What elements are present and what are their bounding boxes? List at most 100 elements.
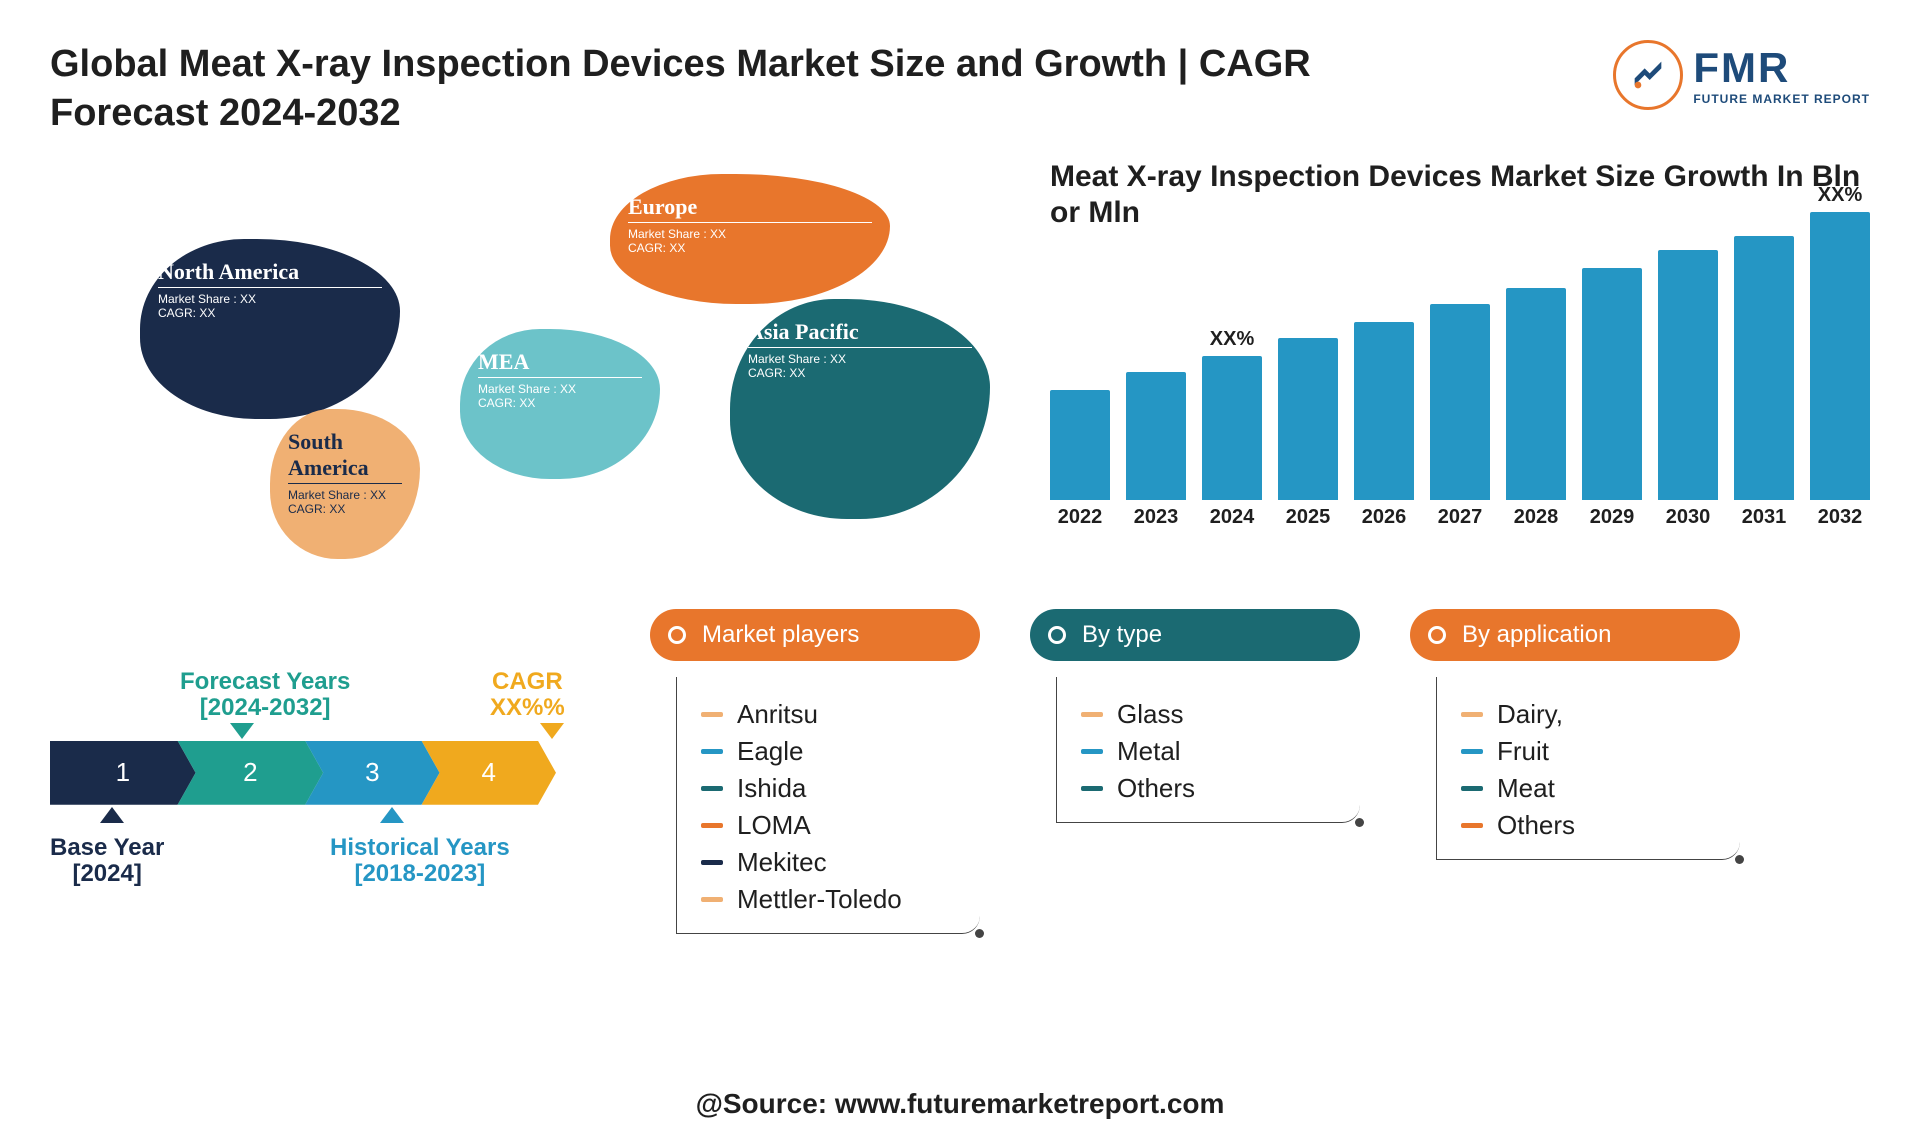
timeline-seg-1: 1 xyxy=(50,741,196,805)
region-cagr: CAGR: XX xyxy=(628,241,872,255)
category-item-label: Ishida xyxy=(737,773,806,804)
category-item: Others xyxy=(1081,773,1350,804)
category-item: Fruit xyxy=(1461,736,1730,767)
category-item-label: Dairy, xyxy=(1497,699,1563,730)
region-share: Market Share : XX xyxy=(478,382,642,396)
bar-rect xyxy=(1506,288,1566,500)
bar-rect xyxy=(1810,212,1870,500)
bar-year-label: 2027 xyxy=(1438,506,1483,529)
bar-2028: 2028 xyxy=(1506,288,1566,529)
bar-rect xyxy=(1050,390,1110,500)
category-item: Mekitec xyxy=(701,847,970,878)
region-name: Asia Pacific xyxy=(748,319,972,345)
dash-icon xyxy=(1461,749,1483,754)
bar-year-label: 2024 xyxy=(1210,506,1255,529)
timeline-label: CAGRXX%% xyxy=(490,669,565,722)
category-header-label: Market players xyxy=(702,621,859,649)
timeline-pointer-icon xyxy=(230,723,254,739)
dash-icon xyxy=(701,897,723,902)
category-item-label: Eagle xyxy=(737,736,804,767)
bar-year-label: 2025 xyxy=(1286,506,1331,529)
logo-sub: FUTURE MARKET REPORT xyxy=(1693,92,1870,106)
dash-icon xyxy=(701,823,723,828)
bar-rect xyxy=(1126,372,1186,500)
source-attribution: @Source: www.futuremarketreport.com xyxy=(0,1088,1920,1120)
region-name: South America xyxy=(288,429,402,481)
bar-rect xyxy=(1202,356,1262,500)
region-share: Market Share : XX xyxy=(288,488,402,502)
category-item: Dairy, xyxy=(1461,699,1730,730)
region-share: Market Share : XX xyxy=(158,292,382,306)
category-item-label: Fruit xyxy=(1497,736,1549,767)
bar-2023: 2023 xyxy=(1126,372,1186,529)
chart-title: Meat X-ray Inspection Devices Market Siz… xyxy=(1050,159,1870,231)
category-item-label: Metal xyxy=(1117,736,1181,767)
category-header: By type xyxy=(1030,609,1360,661)
category-item: Glass xyxy=(1081,699,1350,730)
region-cagr: CAGR: XX xyxy=(288,502,402,516)
timeline-seg-3: 3 xyxy=(305,741,439,805)
timeline-seg-2: 2 xyxy=(178,741,324,805)
logo: FMR FUTURE MARKET REPORT xyxy=(1613,40,1870,110)
region-na: North America Market Share : XXCAGR: XX xyxy=(140,239,400,419)
dash-icon xyxy=(701,749,723,754)
bar-rect xyxy=(1278,338,1338,500)
category-item: LOMA xyxy=(701,810,970,841)
bullet-icon xyxy=(1048,626,1066,644)
category-item: Others xyxy=(1461,810,1730,841)
bar-2029: 2029 xyxy=(1582,268,1642,529)
category-item: Mettler-Toledo xyxy=(701,884,970,915)
region-sa: South America Market Share : XXCAGR: XX xyxy=(270,409,420,559)
timeline-seg-4: 4 xyxy=(422,741,556,805)
timeline-label: Historical Years[2018-2023] xyxy=(330,835,510,888)
bar-year-label: 2032 xyxy=(1818,506,1863,529)
category-header-label: By application xyxy=(1462,621,1611,649)
timeline-pointer-icon xyxy=(380,807,404,823)
dash-icon xyxy=(1081,712,1103,717)
bar-year-label: 2023 xyxy=(1134,506,1179,529)
category-body: Glass Metal Others xyxy=(1056,677,1360,823)
region-cagr: CAGR: XX xyxy=(158,306,382,320)
category-item-label: Others xyxy=(1497,810,1575,841)
bar-2027: 2027 xyxy=(1430,304,1490,529)
timeline-pointer-icon xyxy=(100,807,124,823)
growth-bar-chart: Meat X-ray Inspection Devices Market Siz… xyxy=(1050,159,1870,569)
category-body: AnritsuEagleIshidaLOMAMekitecMettler-Tol… xyxy=(676,677,980,934)
bar-year-label: 2030 xyxy=(1666,506,1711,529)
dash-icon xyxy=(1461,823,1483,828)
category-item-label: Glass xyxy=(1117,699,1183,730)
bar-rect xyxy=(1354,322,1414,500)
region-name: Europe xyxy=(628,194,872,220)
category-item-label: Mekitec xyxy=(737,847,827,878)
category-body: Dairy, Fruit Meat Others xyxy=(1436,677,1740,860)
bar-year-label: 2026 xyxy=(1362,506,1407,529)
dash-icon xyxy=(1081,786,1103,791)
region-cagr: CAGR: XX xyxy=(478,396,642,410)
category-header-label: By type xyxy=(1082,621,1162,649)
region-name: North America xyxy=(158,259,382,285)
bullet-icon xyxy=(1428,626,1446,644)
category-item: Ishida xyxy=(701,773,970,804)
category-item-label: Others xyxy=(1117,773,1195,804)
bar-year-label: 2022 xyxy=(1058,506,1103,529)
bar-rect xyxy=(1658,250,1718,500)
bar-rect xyxy=(1430,304,1490,500)
bar-2026: 2026 xyxy=(1354,322,1414,529)
category-item: Eagle xyxy=(701,736,970,767)
dash-icon xyxy=(701,860,723,865)
bar-2030: 2030 xyxy=(1658,250,1718,529)
page-title: Global Meat X-ray Inspection Devices Mar… xyxy=(50,40,1350,139)
bar-2025: 2025 xyxy=(1278,338,1338,529)
category-item-label: LOMA xyxy=(737,810,811,841)
category-column: By type Glass Metal Others xyxy=(1030,609,1360,934)
bar-rect xyxy=(1734,236,1794,500)
category-column: By application Dairy, Fruit Meat Others xyxy=(1410,609,1740,934)
bar-2024: XX%2024 xyxy=(1202,356,1262,529)
category-header: By application xyxy=(1410,609,1740,661)
bar-year-label: 2028 xyxy=(1514,506,1559,529)
category-item: Meat xyxy=(1461,773,1730,804)
region-ap: Asia PacificMarket Share : XXCAGR: XX xyxy=(730,299,990,519)
bar-pct-label: XX% xyxy=(1818,184,1862,207)
timeline: Forecast Years[2024-2032]CAGRXX%% 1234 B… xyxy=(50,609,610,934)
region-share: Market Share : XX xyxy=(748,352,972,366)
